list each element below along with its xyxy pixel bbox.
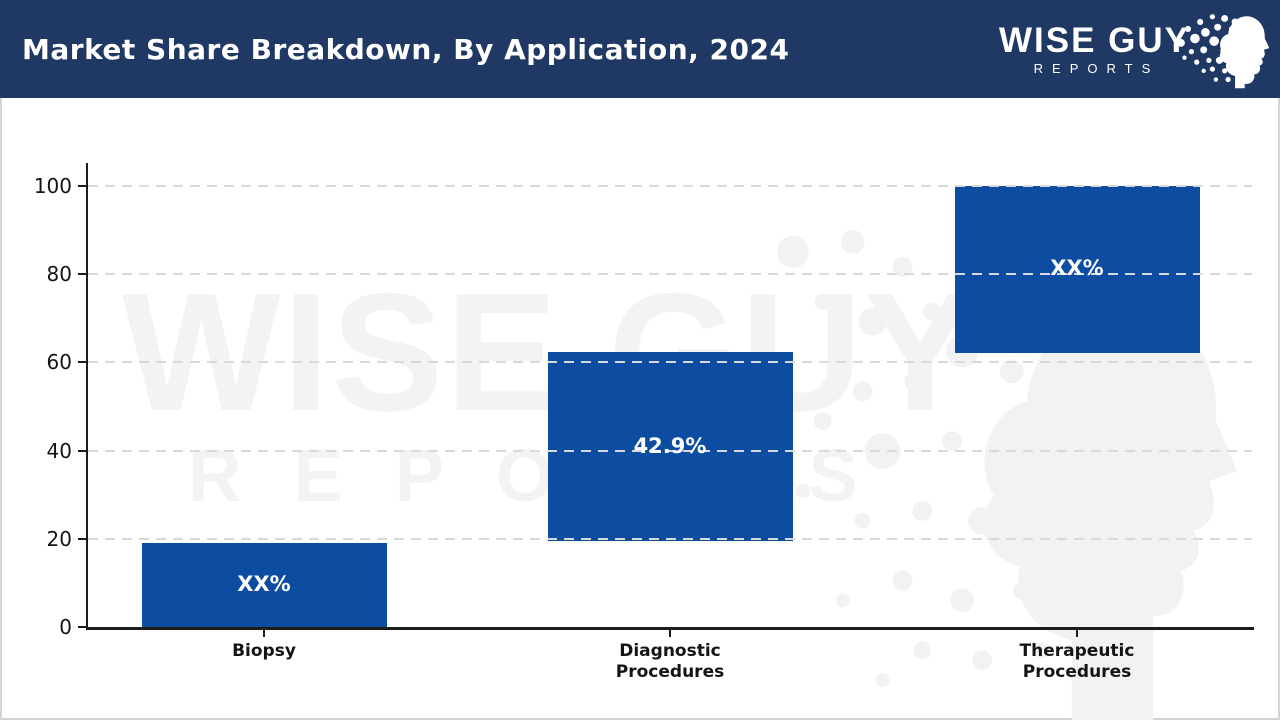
y-tick-label-0: 0 xyxy=(59,615,72,639)
x-category-label-3: Therapeutic Procedures xyxy=(1019,641,1135,682)
y-axis-spine xyxy=(86,163,88,629)
bar-value-label-3: XX% xyxy=(1050,256,1104,281)
y-tick-mark-40 xyxy=(78,449,86,452)
gridline-40 xyxy=(88,449,1252,452)
header-bar: Market Share Breakdown, By Application, … xyxy=(0,0,1280,98)
brand-subname: REPORTS xyxy=(1033,60,1160,76)
y-tick-label-80: 80 xyxy=(46,262,72,287)
brand-face-icon xyxy=(1177,14,1270,89)
y-tick-label-100: 100 xyxy=(33,173,72,198)
brand-logo: WISE GUY REPORTS xyxy=(999,6,1280,92)
x-category-label-1: Biopsy xyxy=(232,641,296,661)
x-tick-mark-3 xyxy=(1076,630,1078,637)
bar-2 xyxy=(547,352,793,542)
chart-title: Market Share Breakdown, By Application, … xyxy=(22,32,790,66)
y-tick-mark-20 xyxy=(78,537,86,540)
x-category-label-2: Diagnostic Procedures xyxy=(615,641,725,682)
y-tick-label-60: 60 xyxy=(46,350,72,375)
y-tick-label-40: 40 xyxy=(46,438,72,463)
y-tick-mark-0 xyxy=(78,626,86,628)
x-tick-mark-1 xyxy=(263,630,265,637)
x-tick-mark-2 xyxy=(669,630,671,637)
y-tick-label-20: 20 xyxy=(46,526,72,551)
bar-value-label-2: 42.9% xyxy=(633,433,707,458)
brand-logo-text: WISE GUY REPORTS xyxy=(998,20,1190,76)
bar-1 xyxy=(141,543,387,627)
bar-3 xyxy=(954,185,1200,353)
y-tick-mark-80 xyxy=(78,273,86,276)
y-tick-mark-60 xyxy=(78,361,86,364)
gridline-60 xyxy=(88,361,1252,364)
y-tick-mark-100 xyxy=(78,184,86,187)
brand-name: WISE GUY xyxy=(998,20,1190,60)
bar-value-label-1: XX% xyxy=(237,572,291,597)
x-axis-spine xyxy=(86,627,1254,630)
gridline-20 xyxy=(88,537,1252,540)
gridline-80 xyxy=(88,273,1252,276)
gridline-100 xyxy=(88,184,1252,187)
